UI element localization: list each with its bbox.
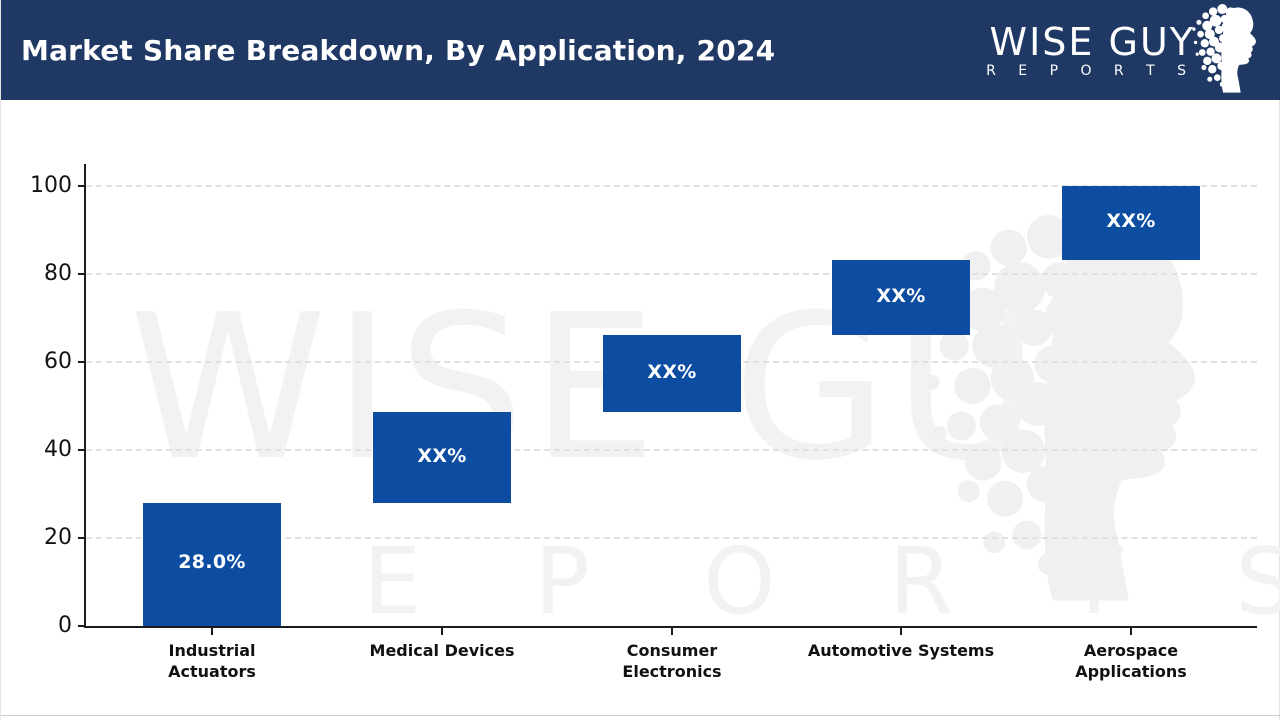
x-tick-mark xyxy=(671,627,673,635)
y-tick-label: 100 xyxy=(30,172,72,198)
chart-title: Market Share Breakdown, By Application, … xyxy=(21,33,776,67)
bar-segment xyxy=(373,412,511,503)
bar-value-label: XX% xyxy=(1106,209,1156,232)
y-tick-label: 40 xyxy=(44,436,72,462)
y-axis-spine xyxy=(84,164,86,628)
bar-value-label: XX% xyxy=(647,360,697,383)
bar-value-label: 28.0% xyxy=(178,551,246,574)
y-tick-label: 20 xyxy=(44,524,72,550)
y-tick-mark xyxy=(78,272,86,275)
bar-segment xyxy=(603,335,741,413)
x-tick-mark xyxy=(900,627,902,635)
y-gridline xyxy=(86,272,1257,275)
x-tick-mark xyxy=(211,627,213,635)
logo-sub: R E P O R T S xyxy=(986,62,1195,79)
y-tick-label: 60 xyxy=(44,348,72,374)
y-gridline xyxy=(86,448,1257,451)
bar-segment xyxy=(1062,185,1200,261)
x-category-label: Industrial Actuators xyxy=(168,641,256,681)
bar-segment xyxy=(143,502,281,626)
y-tick-mark xyxy=(78,625,86,627)
bar-value-label: XX% xyxy=(417,444,467,467)
y-tick-label: 80 xyxy=(44,260,72,286)
y-tick-mark xyxy=(78,536,86,539)
x-category-label: Aerospace Applications xyxy=(1075,641,1187,681)
x-category-label: Medical Devices xyxy=(369,641,515,660)
header-bar: Market Share Breakdown, By Application, … xyxy=(1,0,1280,100)
x-axis-spine xyxy=(84,626,1257,628)
x-tick-mark xyxy=(1130,627,1132,635)
figure-bottom-border xyxy=(1,715,1280,716)
bar-segment xyxy=(832,260,970,336)
logo-brand: WISE GUY xyxy=(989,19,1195,64)
wiseguy-logo: WISE GUY R E P O R T S xyxy=(986,0,1267,100)
logo-text: WISE GUY R E P O R T S xyxy=(986,22,1195,79)
x-tick-mark xyxy=(441,627,443,635)
bar-value-label: XX% xyxy=(876,284,926,307)
y-tick-label: 0 xyxy=(58,613,72,638)
y-tick-mark xyxy=(78,184,86,187)
y-tick-mark xyxy=(78,448,86,451)
y-gridline xyxy=(86,184,1257,187)
x-category-label: Automotive Systems xyxy=(807,641,995,660)
y-gridline xyxy=(86,536,1257,539)
y-tick-mark xyxy=(78,360,86,363)
x-category-label: Consumer Electronics xyxy=(622,641,722,681)
